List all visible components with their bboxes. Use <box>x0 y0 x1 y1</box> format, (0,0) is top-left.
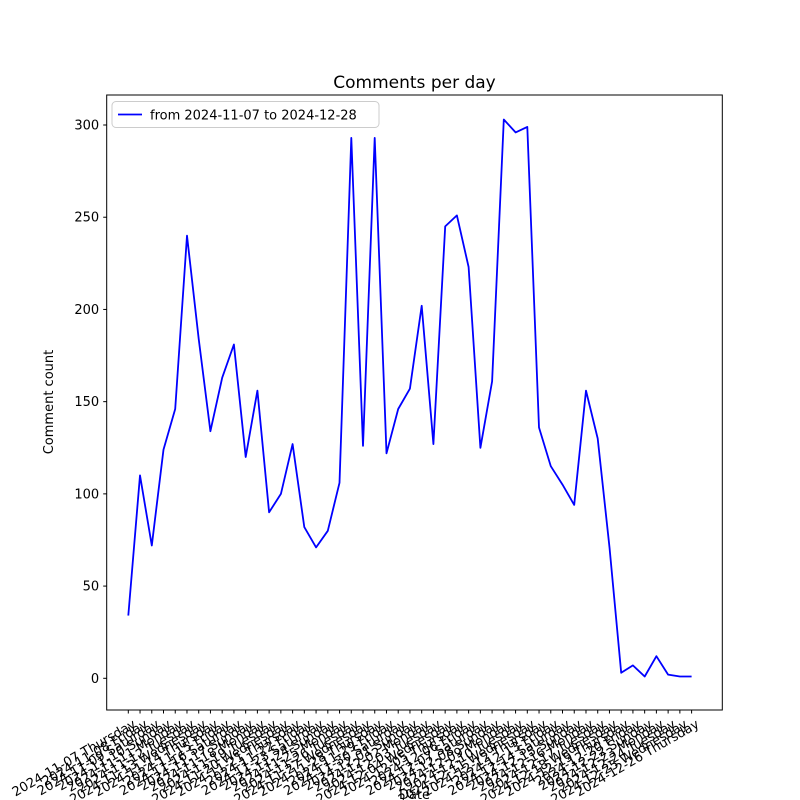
y-tick-label: 250 <box>74 211 99 226</box>
y-axis-label: Comment count <box>42 350 57 455</box>
chart-title: Comments per day <box>333 73 495 93</box>
legend-box <box>111 101 380 128</box>
plot-area <box>106 94 723 711</box>
y-tick-label: 50 <box>83 580 100 595</box>
y-tick-label: 200 <box>74 303 99 318</box>
y-tick-label: 300 <box>74 119 99 134</box>
y-tick-label: 100 <box>74 487 99 502</box>
x-axis-ticks <box>127 710 693 714</box>
x-axis-label: Date <box>399 788 430 800</box>
y-tick-label: 150 <box>74 395 99 410</box>
y-tick-label: 0 <box>91 672 99 687</box>
legend-label: from 2024-11-07 to 2024-12-28 <box>150 109 357 124</box>
data-line <box>127 118 692 678</box>
legend: from 2024-11-07 to 2024-12-28 <box>111 101 380 128</box>
y-axis-ticks: 0 50 100 150 200 250 300 <box>74 119 107 687</box>
